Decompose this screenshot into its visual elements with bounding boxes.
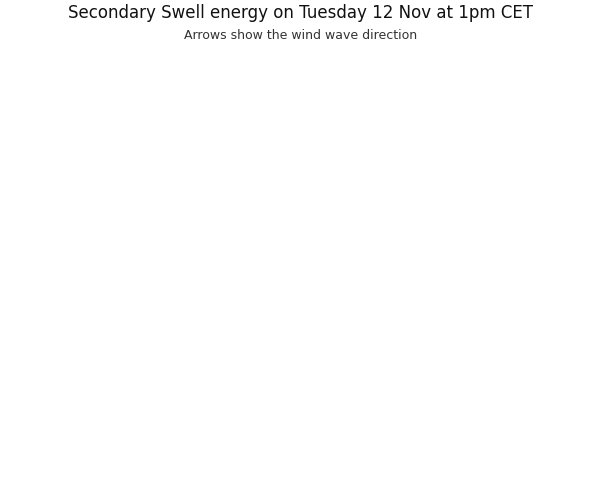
Text: Cartopy required for map rendering: Cartopy required for map rendering xyxy=(152,265,449,283)
Text: Arrows show the wind wave direction: Arrows show the wind wave direction xyxy=(184,29,417,42)
Text: Secondary Swell energy on Tuesday 12 Nov at 1pm CET: Secondary Swell energy on Tuesday 12 Nov… xyxy=(68,5,533,22)
